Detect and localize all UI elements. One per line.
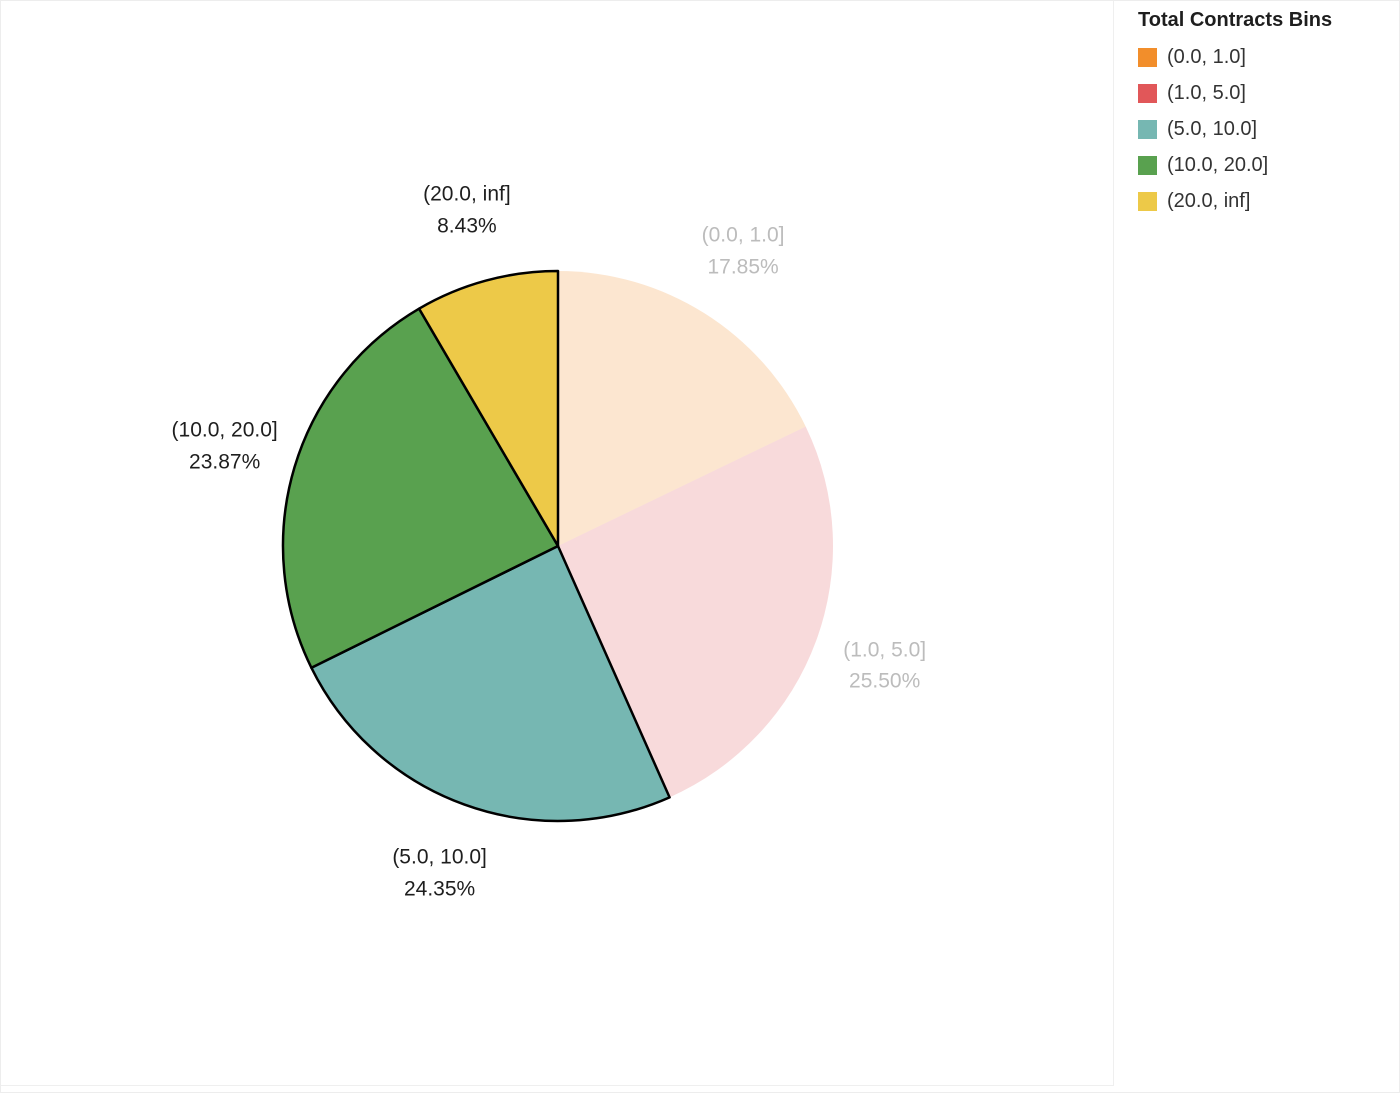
pie-chart-svg	[281, 269, 833, 823]
slice-label-percent: 23.87%	[189, 450, 261, 474]
pie-slice-(10.0, 20.0][interactable]	[281, 307, 560, 670]
legend-label: (5.0, 10.0]	[1167, 118, 1258, 140]
legend-label: (10.0, 20.0]	[1167, 154, 1269, 176]
legend: Total Contracts Bins (0.0, 1.0] (1.0, 5.0…	[1138, 9, 1388, 226]
legend-swatch	[1138, 192, 1157, 211]
legend-swatch	[1138, 48, 1157, 67]
slice-label-percent: 24.35%	[403, 877, 476, 901]
slice-label: (20.0, inf] 8.43%	[423, 179, 511, 242]
legend-item-(1.0, 5.0][interactable]: (1.0, 5.0]	[1138, 82, 1388, 105]
slice-label-category: (0.0, 1.0]	[701, 223, 785, 247]
slice-label-category: (1.0, 5.0]	[843, 638, 927, 662]
pie-slice-(0.0, 1.0][interactable]	[558, 271, 806, 546]
slice-label-category: (5.0, 10.0]	[392, 845, 487, 869]
legend-label: (0.0, 1.0]	[1167, 46, 1246, 68]
slice-label: (5.0, 10.0] 24.35%	[392, 842, 487, 905]
legend-swatch	[1138, 84, 1157, 103]
slice-label-percent: 25.50%	[849, 669, 921, 693]
legend-title: Total Contracts Bins	[1138, 9, 1333, 31]
legend-item-(0.0, 1.0][interactable]: (0.0, 1.0]	[1138, 46, 1388, 69]
legend-items: (0.0, 1.0] (1.0, 5.0] (5.0, 10.0] (10.0, 20…	[1138, 46, 1388, 213]
pie-slice-(20.0, inf][interactable]	[417, 269, 560, 548]
pie-slice-(5.0, 10.0][interactable]	[310, 544, 671, 823]
slice-label: (1.0, 5.0] 25.50%	[843, 634, 926, 697]
slice-label: (0.0, 1.0] 17.85%	[702, 220, 785, 283]
legend-swatch	[1138, 156, 1157, 175]
legend-swatch	[1138, 120, 1157, 139]
slice-label: (10.0, 20.0] 23.87%	[172, 415, 278, 478]
slice-label-category: (10.0, 20.0]	[171, 418, 278, 442]
slice-label-percent: 17.85%	[707, 255, 779, 279]
legend-label: (1.0, 5.0]	[1167, 82, 1246, 104]
slice-label-percent: 8.43%	[437, 214, 497, 238]
legend-item-(5.0, 10.0][interactable]: (5.0, 10.0]	[1138, 118, 1388, 141]
legend-item-(20.0, inf][interactable]: (20.0, inf]	[1138, 190, 1388, 213]
slice-label-category: (20.0, inf]	[423, 182, 511, 206]
legend-item-(10.0, 20.0][interactable]: (10.0, 20.0]	[1138, 154, 1388, 177]
legend-label: (20.0, inf]	[1167, 190, 1251, 212]
pie-chart-area: (0.0, 1.0] 17.85% (1.0, 5.0] 25.50% (5.0, 10…	[1, 1, 1114, 1086]
pie-slice-(1.0, 5.0][interactable]	[558, 426, 833, 798]
